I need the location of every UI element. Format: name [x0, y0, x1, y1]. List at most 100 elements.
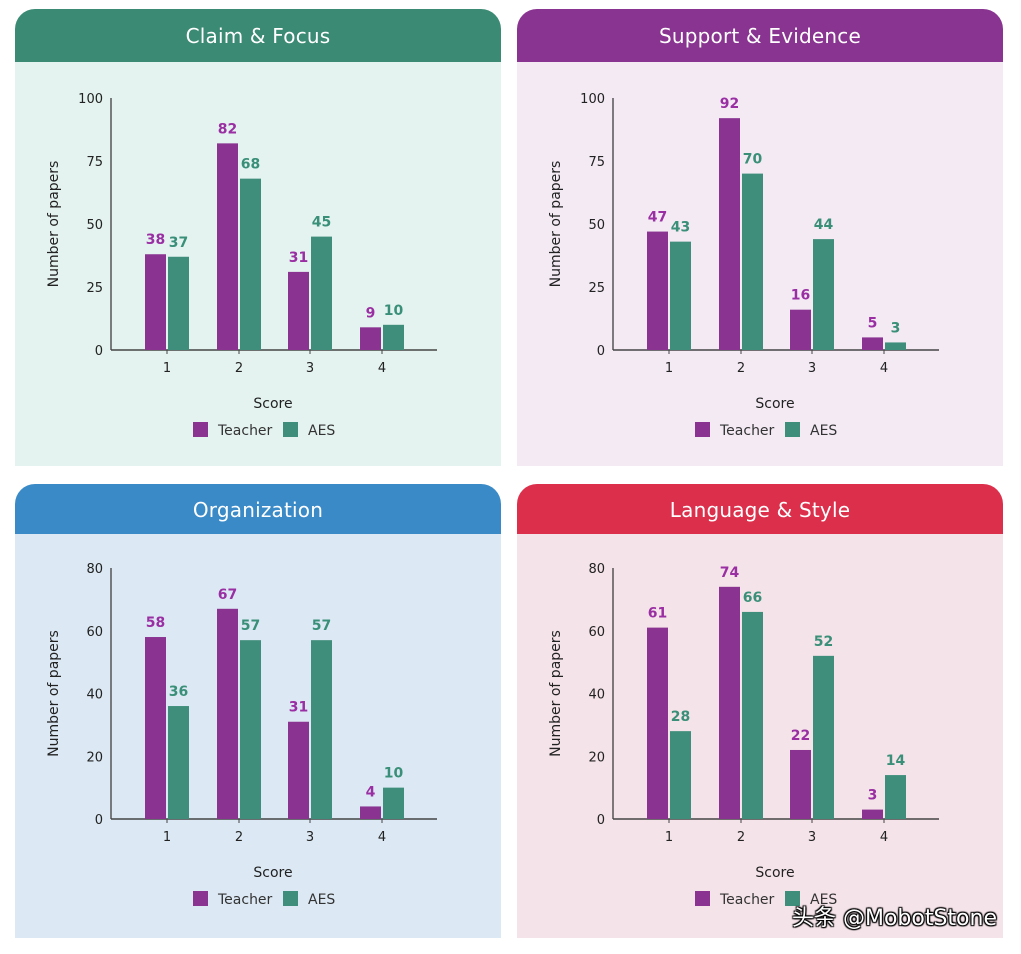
- data-label-aes: 57: [241, 618, 260, 634]
- data-label-aes: 28: [671, 709, 690, 725]
- data-label-aes: 10: [384, 303, 404, 319]
- x-tick-label: 3: [808, 830, 816, 845]
- legend-swatch-aes: [785, 891, 800, 906]
- y-tick-label: 75: [86, 155, 103, 170]
- data-label-aes: 36: [169, 684, 188, 700]
- bar-aes: [670, 241, 691, 350]
- y-axis-title: Number of papers: [46, 161, 62, 288]
- legend-swatch-teacher: [695, 422, 710, 437]
- y-tick-label: 80: [588, 562, 605, 577]
- data-label-teacher: 22: [791, 728, 810, 744]
- bar-aes: [168, 256, 189, 350]
- x-axis-title: Score: [253, 865, 292, 881]
- bar-aes: [168, 706, 189, 819]
- bar-chart: 0 20 40 60 80 1 2 3 4 58 67 31 4 36 57 57 10 Number of pa…: [46, 562, 437, 908]
- data-label-aes: 37: [169, 235, 188, 251]
- bar-chart: 0 25 50 75 100 1 2 3 4 38 82 31 9 37 68 45 10 Number of p…: [46, 92, 437, 439]
- data-label-aes: 52: [814, 634, 833, 650]
- bar-teacher: [360, 327, 381, 350]
- data-label-teacher: 4: [366, 784, 376, 800]
- data-label-aes: 57: [312, 618, 331, 634]
- panel-organization: Organization 0 20 40 60 80 1 2 3 4 58 67 31 4 36 57 57 1…: [15, 484, 501, 938]
- bar-teacher: [719, 118, 740, 350]
- legend-swatch-aes: [785, 422, 800, 437]
- data-label-teacher: 61: [648, 606, 667, 622]
- x-axis-title: Score: [755, 865, 794, 881]
- x-tick-label: 2: [737, 830, 745, 845]
- data-label-aes: 44: [814, 217, 834, 233]
- bar-teacher: [647, 627, 668, 819]
- legend-label-aes: AES: [308, 423, 335, 439]
- bar-teacher: [862, 809, 883, 819]
- watermark: 头条 @MobotStone: [791, 906, 997, 931]
- legend-label-aes: AES: [308, 892, 335, 908]
- bar-aes: [311, 640, 332, 819]
- data-label-teacher: 74: [720, 565, 740, 581]
- bar-teacher: [360, 806, 381, 819]
- bar-aes: [742, 611, 763, 819]
- legend-label-teacher: Teacher: [719, 892, 775, 908]
- bar-teacher: [647, 231, 668, 350]
- legend-label-teacher: Teacher: [719, 423, 775, 439]
- data-label-aes: 43: [671, 220, 690, 236]
- bar-chart: 0 20 40 60 80 1 2 3 4 61 74 22 3 28 66 52 14 Number of pa…: [548, 562, 939, 908]
- bar-aes: [813, 655, 834, 819]
- y-tick-label: 20: [588, 750, 605, 765]
- data-label-teacher: 31: [289, 700, 308, 716]
- y-tick-label: 20: [86, 750, 103, 765]
- y-axis-title: Number of papers: [548, 161, 564, 288]
- data-label-aes: 70: [743, 152, 763, 168]
- data-label-teacher: 82: [218, 121, 237, 137]
- legend-swatch-teacher: [193, 891, 208, 906]
- legend-swatch-teacher: [193, 422, 208, 437]
- data-label-teacher: 3: [868, 788, 878, 804]
- panel-title: Language & Style: [517, 484, 1003, 534]
- x-tick-label: 3: [306, 830, 314, 845]
- panel-title: Organization: [15, 484, 501, 534]
- y-tick-label: 40: [86, 688, 103, 703]
- data-label-aes: 3: [891, 320, 901, 336]
- y-axis-title: Number of papers: [46, 630, 62, 757]
- bar-aes: [670, 731, 691, 819]
- legend-label-teacher: Teacher: [217, 892, 273, 908]
- chart-body: 0 20 40 60 80 1 2 3 4 61 74 22 3 28 66 52 14 Number of pa…: [517, 534, 1003, 938]
- data-label-aes: 66: [743, 590, 762, 606]
- bar-aes: [383, 787, 404, 819]
- bar-teacher: [790, 309, 811, 350]
- x-tick-label: 3: [808, 361, 816, 376]
- chart-body: 0 25 50 75 100 1 2 3 4 47 92 16 5 43 70 44 3 Number of pa…: [517, 62, 1003, 466]
- panel-support-evidence: Support & Evidence 0 25 50 75 100 1 2 3 4 47 92 16 5…: [517, 9, 1003, 466]
- data-label-teacher: 16: [791, 288, 810, 304]
- data-label-teacher: 38: [146, 232, 165, 248]
- bar-teacher: [288, 271, 309, 350]
- bar-aes: [383, 324, 404, 350]
- chart-body: 0 20 40 60 80 1 2 3 4 58 67 31 4 36 57 57 10 Number of pa…: [15, 534, 501, 938]
- bar-aes: [240, 640, 261, 819]
- y-tick-label: 25: [86, 281, 103, 296]
- bar-teacher: [217, 143, 238, 350]
- y-tick-label: 50: [86, 218, 103, 233]
- legend-label-aes: AES: [810, 423, 837, 439]
- bar-chart: 0 25 50 75 100 1 2 3 4 47 92 16 5 43 70 44 3 Number of pa…: [548, 92, 939, 439]
- y-tick-label: 0: [95, 344, 103, 359]
- data-label-teacher: 31: [289, 250, 308, 266]
- x-tick-label: 1: [163, 361, 171, 376]
- bar-aes: [742, 173, 763, 350]
- panel-language-style: Language & Style 0 20 40 60 80 1 2 3 4 61 74 22 3 28 6…: [517, 484, 1003, 938]
- x-tick-label: 4: [880, 830, 888, 845]
- chart-body: 0 25 50 75 100 1 2 3 4 38 82 31 9 37 68 45 10 Number of p…: [15, 62, 501, 466]
- legend-swatch-teacher: [695, 891, 710, 906]
- legend-swatch-aes: [283, 422, 298, 437]
- bar-aes: [240, 178, 261, 350]
- x-axis-title: Score: [253, 396, 292, 412]
- bar-teacher: [288, 721, 309, 819]
- legend-swatch-aes: [283, 891, 298, 906]
- y-tick-label: 100: [78, 92, 103, 107]
- bar-teacher: [790, 749, 811, 819]
- panel-title: Support & Evidence: [517, 9, 1003, 62]
- data-label-teacher: 5: [868, 315, 878, 331]
- y-tick-label: 50: [588, 218, 605, 233]
- data-label-teacher: 92: [720, 96, 739, 112]
- x-axis-title: Score: [755, 396, 794, 412]
- y-tick-label: 100: [580, 92, 605, 107]
